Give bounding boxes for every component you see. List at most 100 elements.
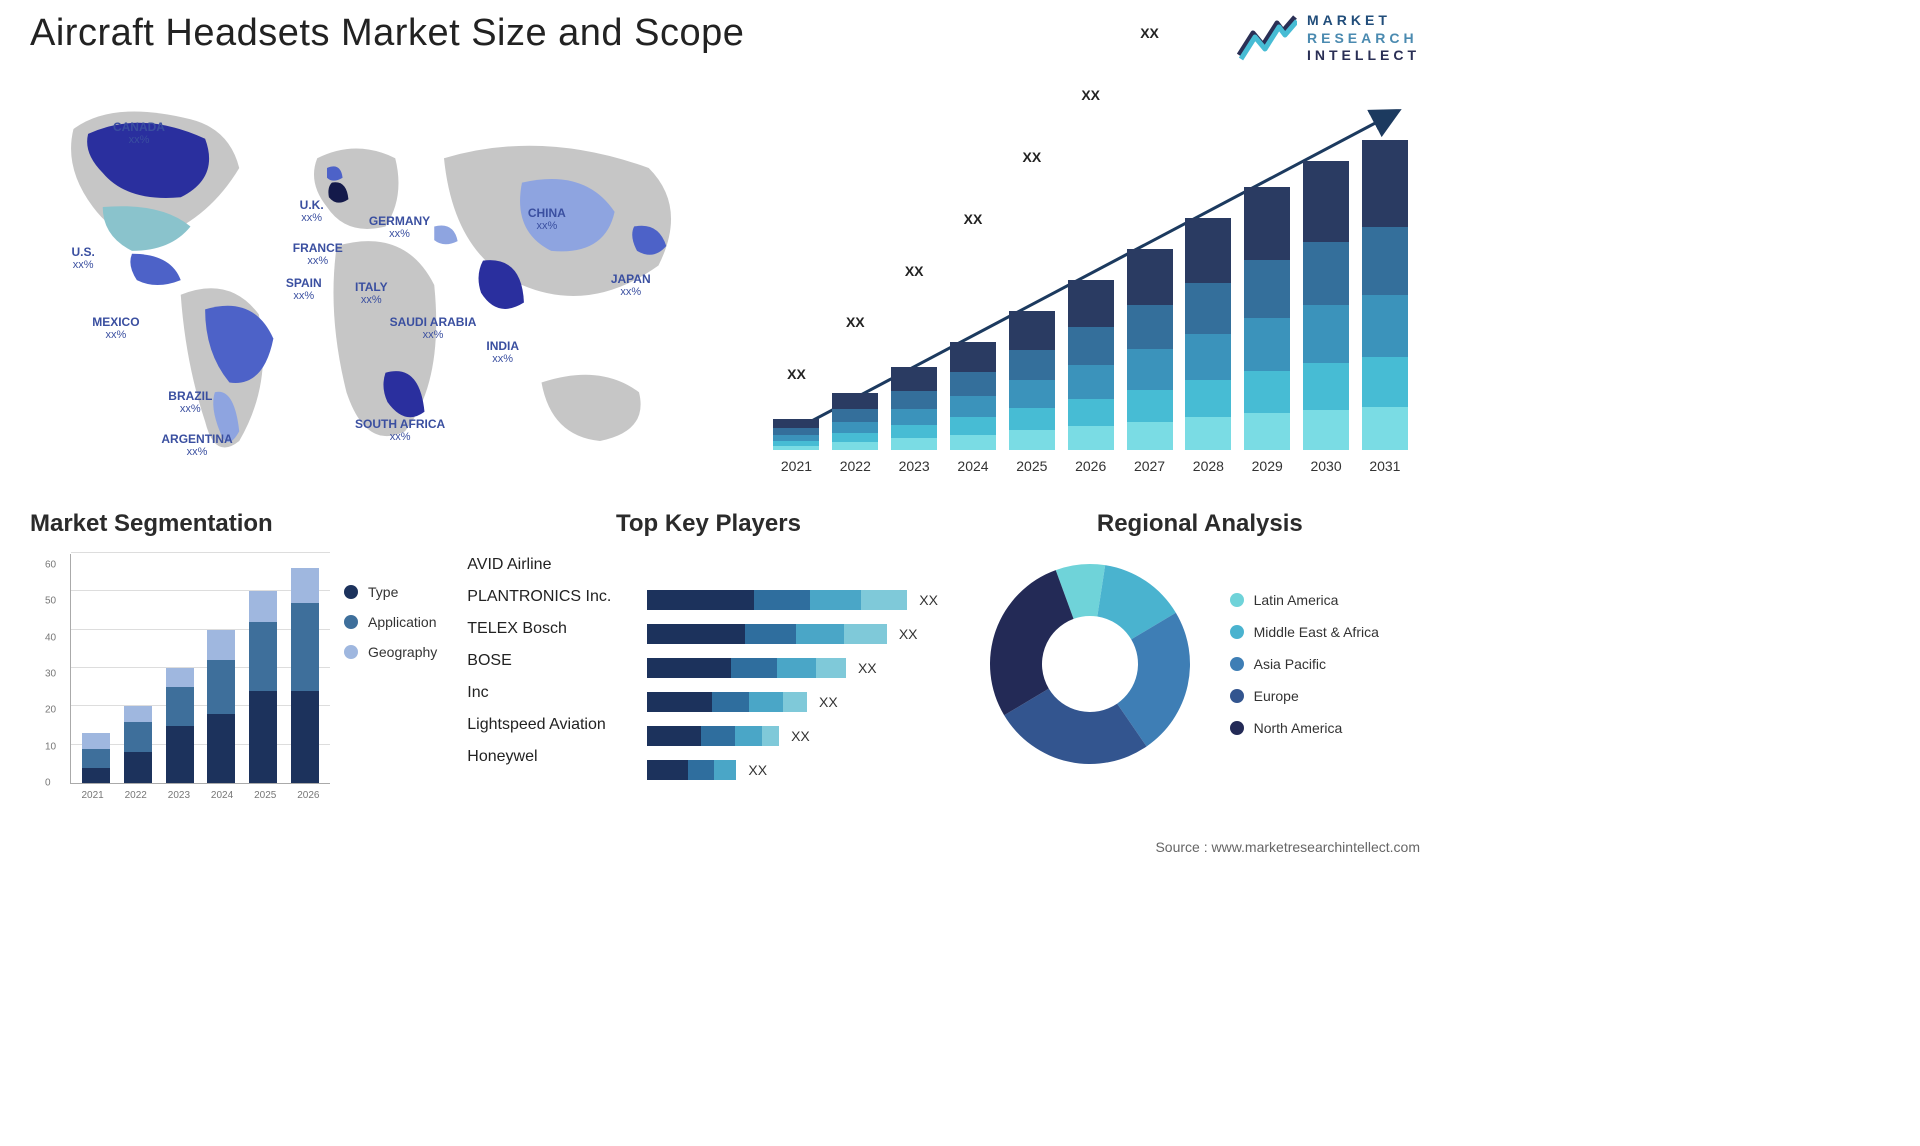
seg-ytick: 20 (45, 705, 56, 716)
seg-bar (207, 630, 235, 783)
logo-line1: MARKET (1307, 12, 1420, 30)
growth-bar: XX (1301, 161, 1351, 450)
key-players-title: Top Key Players (467, 510, 949, 538)
player-name: Inc (467, 684, 647, 702)
donut-chart (980, 554, 1200, 774)
country-label: JAPANxx% (611, 273, 651, 298)
source-text: Source : www.marketresearchintellect.com (1155, 839, 1420, 855)
growth-year-label: 2031 (1360, 458, 1410, 474)
seg-bar (82, 733, 110, 783)
player-row: XX (647, 760, 949, 780)
legend-item: Type (344, 584, 437, 600)
page-title: Aircraft Headsets Market Size and Scope (30, 12, 744, 55)
growth-year-label: 2023 (889, 458, 939, 474)
seg-bar (166, 668, 194, 783)
country-label: GERMANYxx% (369, 215, 430, 240)
regional-panel: Regional Analysis Latin America Middle Ea… (980, 510, 1420, 800)
country-label: SPAINxx% (286, 277, 322, 302)
country-label: ITALYxx% (355, 281, 388, 306)
growth-year-label: 2030 (1301, 458, 1351, 474)
bar-value-label: XX (1140, 25, 1159, 41)
player-name: BOSE (467, 652, 647, 670)
seg-bar (124, 706, 152, 783)
growth-year-label: 2026 (1066, 458, 1116, 474)
seg-ytick: 40 (45, 632, 56, 643)
growth-year-label: 2021 (771, 458, 821, 474)
seg-bar (291, 568, 319, 783)
seg-year-label: 2025 (254, 790, 276, 801)
player-row (647, 556, 949, 576)
growth-year-label: 2024 (948, 458, 998, 474)
growth-bar: XX (1360, 140, 1410, 450)
key-players-panel: Top Key Players AVID AirlinePLANTRONICS … (467, 510, 949, 800)
player-name: Lightspeed Aviation (467, 716, 647, 734)
seg-bar (249, 591, 277, 783)
legend-item: Application (344, 614, 437, 630)
growth-bar: XX (1007, 311, 1057, 450)
player-name: Honeywel (467, 748, 647, 766)
world-map: CANADAxx%U.S.xx%MEXICOxx%BRAZILxx%ARGENT… (30, 90, 721, 480)
player-name: AVID Airline (467, 556, 647, 574)
growth-year-label: 2027 (1125, 458, 1175, 474)
country-label: U.K.xx% (300, 199, 324, 224)
seg-year-label: 2021 (81, 790, 103, 801)
player-row: XX (647, 726, 949, 746)
player-row: XX (647, 658, 949, 678)
seg-year-label: 2022 (125, 790, 147, 801)
country-label: CHINAxx% (528, 207, 566, 232)
logo-icon (1237, 15, 1297, 61)
player-value: XX (858, 660, 877, 676)
seg-year-label: 2023 (168, 790, 190, 801)
bar-value-label: XX (964, 211, 983, 227)
bar-value-label: XX (1081, 87, 1100, 103)
legend-item: North America (1230, 720, 1379, 736)
seg-ytick: 60 (45, 560, 56, 571)
country-label: INDIAxx% (486, 340, 519, 365)
segmentation-legend: Type Application Geography (344, 554, 437, 784)
growth-year-label: 2025 (1007, 458, 1057, 474)
player-name: TELEX Bosch (467, 620, 647, 638)
seg-ytick: 0 (45, 777, 56, 788)
legend-item: Geography (344, 644, 437, 660)
growth-bar: XX (830, 393, 880, 450)
donut-slice (990, 570, 1074, 715)
legend-item: Middle East & Africa (1230, 624, 1379, 640)
growth-bar: XX (1125, 249, 1175, 450)
seg-year-label: 2024 (211, 790, 233, 801)
segmentation-title: Market Segmentation (30, 510, 437, 538)
country-label: CANADAxx% (113, 121, 165, 146)
growth-bar: XX (771, 419, 821, 450)
seg-ytick: 30 (45, 668, 56, 679)
country-label: ARGENTINAxx% (161, 433, 232, 458)
legend-item: Europe (1230, 688, 1379, 704)
country-label: MEXICOxx% (92, 316, 139, 341)
player-value: XX (791, 728, 810, 744)
growth-year-label: 2022 (830, 458, 880, 474)
growth-bar: XX (948, 342, 998, 450)
growth-bar: XX (1183, 218, 1233, 450)
growth-year-label: 2028 (1183, 458, 1233, 474)
country-label: FRANCExx% (293, 242, 343, 267)
player-row: XX (647, 590, 949, 610)
segmentation-chart: 0102030405060 202120222023202420252026 (70, 554, 330, 784)
country-label: U.S.xx% (71, 246, 94, 271)
seg-year-label: 2026 (297, 790, 319, 801)
growth-bar: XX (889, 367, 939, 450)
seg-ytick: 50 (45, 596, 56, 607)
country-label: SOUTH AFRICAxx% (355, 418, 445, 443)
regional-title: Regional Analysis (980, 510, 1420, 538)
growth-year-label: 2029 (1242, 458, 1292, 474)
seg-ytick: 10 (45, 741, 56, 752)
legend-item: Latin America (1230, 592, 1379, 608)
player-value: XX (819, 694, 838, 710)
logo-line2: RESEARCH (1307, 30, 1420, 48)
player-row: XX (647, 692, 949, 712)
bar-value-label: XX (846, 314, 865, 330)
regional-legend: Latin AmericaMiddle East & AfricaAsia Pa… (1230, 592, 1379, 736)
player-value: XX (748, 762, 767, 778)
country-label: SAUDI ARABIAxx% (390, 316, 477, 341)
growth-bar: XX (1066, 280, 1116, 450)
player-value: XX (899, 626, 918, 642)
brand-logo: MARKET RESEARCH INTELLECT (1237, 12, 1420, 65)
growth-bar: XX (1242, 187, 1292, 450)
